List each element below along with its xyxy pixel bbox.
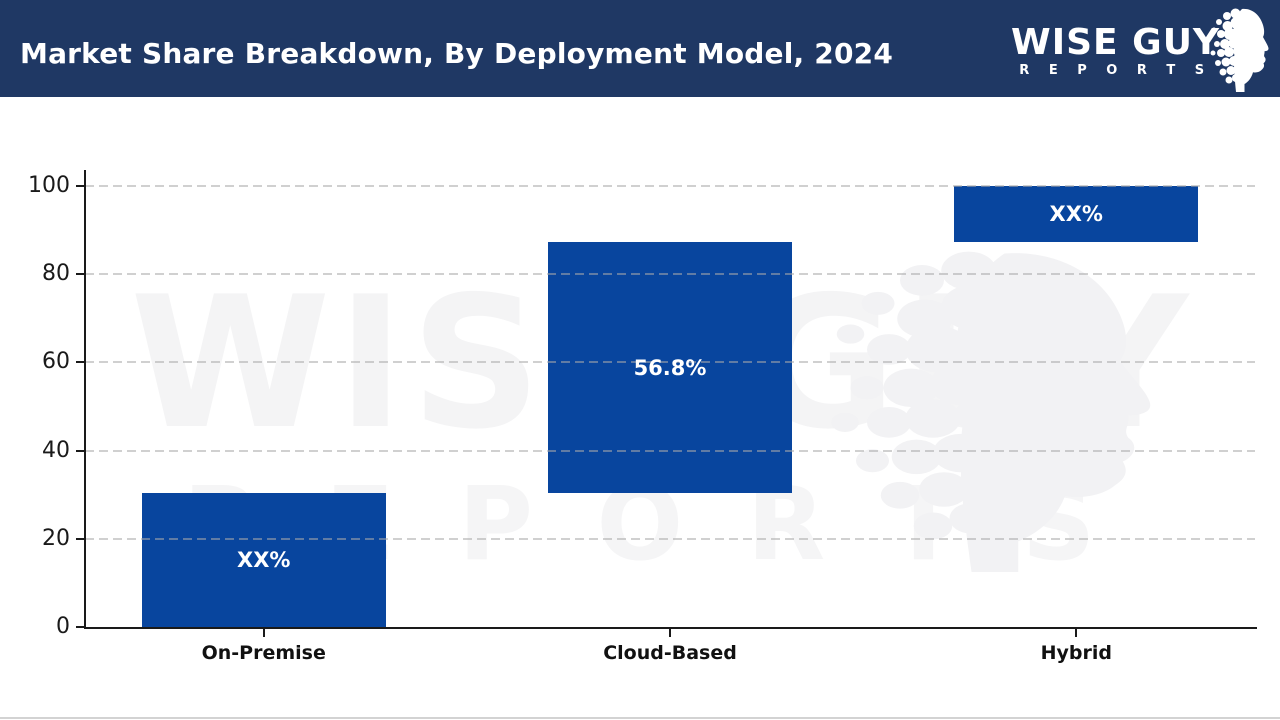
y-tick-label: 40 [42, 437, 70, 463]
x-axis-label: On-Premise [201, 642, 326, 664]
x-axis-label: Hybrid [1040, 642, 1112, 664]
gridline [85, 273, 1255, 276]
x-axis-label: Cloud-Based [603, 642, 737, 664]
x-axis-spine [84, 627, 1257, 629]
logo-sub-text: R E P O R T S [1019, 63, 1212, 78]
bar-value-label: XX% [1049, 202, 1103, 227]
y-tick-label: 100 [28, 173, 70, 198]
page-title: Market Share Breakdown, By Deployment Mo… [20, 37, 894, 70]
logo-text: WISE GUY R E P O R T S [1010, 22, 1220, 79]
x-tick-mark [262, 629, 265, 637]
brand-logo: WISE GUY R E P O R T S [1011, 4, 1272, 94]
y-tick-mark [76, 537, 84, 540]
gridline [85, 185, 1255, 187]
bar-value-label: XX% [237, 547, 291, 572]
y-tick-mark [76, 361, 84, 364]
y-tick-mark [76, 449, 84, 452]
y-tick-label: 0 [56, 614, 70, 639]
bar-value-label: 56.8% [633, 355, 707, 380]
gridline [85, 449, 1255, 452]
y-tick-label: 20 [42, 525, 70, 551]
y-axis-spine [84, 170, 86, 629]
bar-hybrid [954, 186, 1199, 243]
y-tick-mark [76, 273, 84, 276]
y-tick-label: 60 [42, 349, 70, 375]
x-tick-mark [1075, 629, 1078, 637]
bar-on-premise [141, 492, 386, 627]
header: Market Share Breakdown, By Deployment Mo… [0, 0, 1280, 97]
y-tick-label: 80 [42, 261, 70, 287]
gridline [85, 361, 1255, 364]
watermark-head-icon [812, 242, 1164, 572]
y-tick-mark [76, 626, 84, 628]
x-tick-mark [669, 629, 671, 637]
footer-divider [0, 717, 1280, 719]
gridline [85, 537, 1255, 540]
y-tick-mark [76, 185, 84, 187]
logo-brand-text: WISE GUY [1010, 22, 1220, 63]
